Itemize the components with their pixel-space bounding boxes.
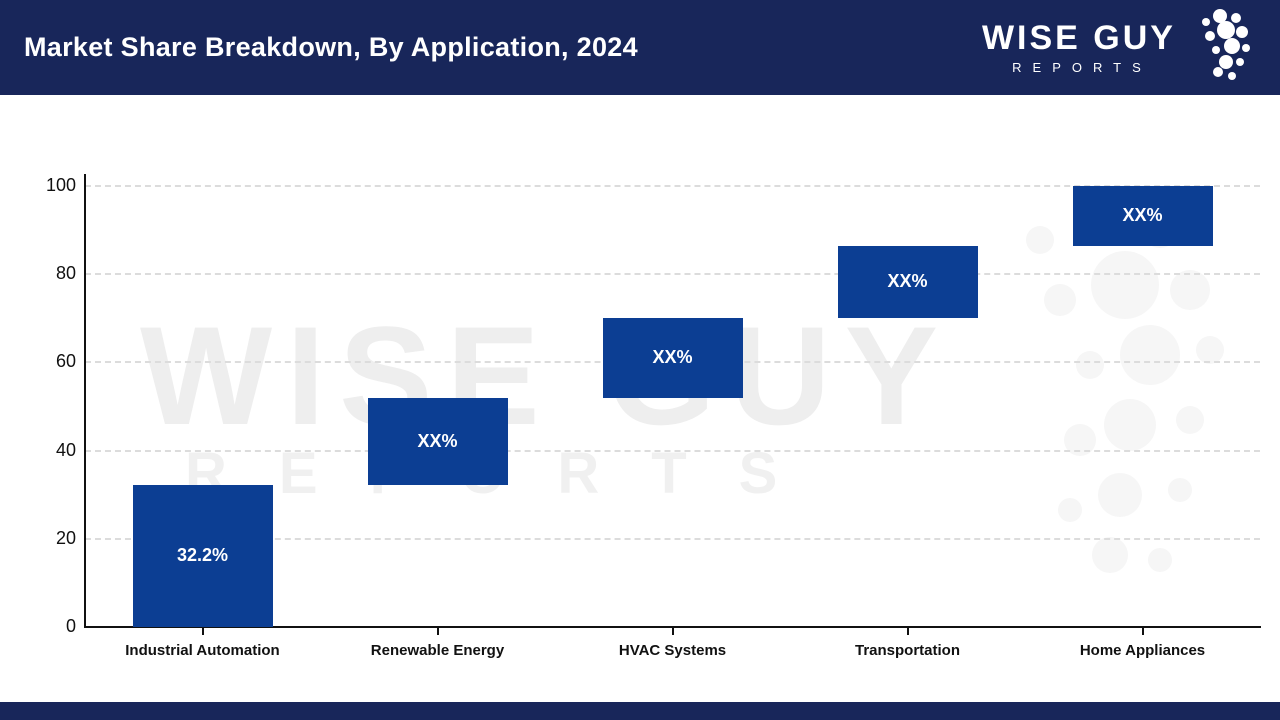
y-axis-tick-label: 40: [55, 439, 76, 460]
x-axis-tick: [436, 628, 439, 635]
category-label: Transportation: [854, 642, 960, 659]
bar-value-label: XX%: [887, 271, 928, 292]
watermark-text-1: WISE GUY: [140, 297, 953, 454]
brand-text: WISE GUY REPORTS: [982, 21, 1176, 74]
brand-logo: WISE GUY REPORTS: [982, 6, 1256, 89]
page-title: Market Share Breakdown, By Application, …: [24, 32, 638, 62]
x-axis-line: [84, 626, 1261, 628]
x-axis-tick: [1141, 628, 1144, 635]
brand-name: WISE GUY: [981, 19, 1176, 57]
gridline: [85, 185, 1260, 187]
category-label: Industrial Automation: [125, 642, 280, 659]
header-bar: Market Share Breakdown, By Application, …: [0, 0, 1280, 95]
gridline: [85, 273, 1260, 276]
bar-value-label: XX%: [652, 347, 693, 368]
gridline: [85, 537, 1260, 540]
bar-industrial-automation: 32.2%: [132, 484, 273, 627]
y-axis-tick-label: 0: [65, 616, 76, 636]
y-axis-tick-label: 20: [55, 527, 76, 548]
y-axis-line: [84, 174, 86, 628]
x-axis-tick: [201, 628, 204, 635]
bar-transportation: XX%: [837, 245, 978, 319]
category-label: Home Appliances: [1079, 642, 1206, 659]
brand-subtitle: REPORTS: [1012, 60, 1152, 75]
bar-hvac-systems: XX%: [602, 318, 743, 398]
x-axis-tick: [906, 628, 909, 635]
y-axis-tick-label: 80: [55, 263, 76, 284]
category-label: HVAC Systems: [618, 642, 727, 659]
bar-renewable-energy: XX%: [367, 397, 508, 485]
footer-bar: [0, 702, 1280, 720]
gridline: [85, 449, 1260, 452]
bar-value-label: XX%: [1122, 205, 1163, 226]
y-axis-tick-label: 60: [55, 351, 76, 372]
bar-home-appliances: XX%: [1072, 186, 1213, 246]
x-axis-tick: [671, 628, 674, 635]
bar-value-label: XX%: [417, 430, 458, 451]
bar-value-label: 32.2%: [176, 545, 229, 566]
y-axis-tick-label: 100: [45, 175, 76, 195]
category-label: Renewable Energy: [370, 642, 505, 659]
brand-head-icon: [1182, 6, 1256, 89]
